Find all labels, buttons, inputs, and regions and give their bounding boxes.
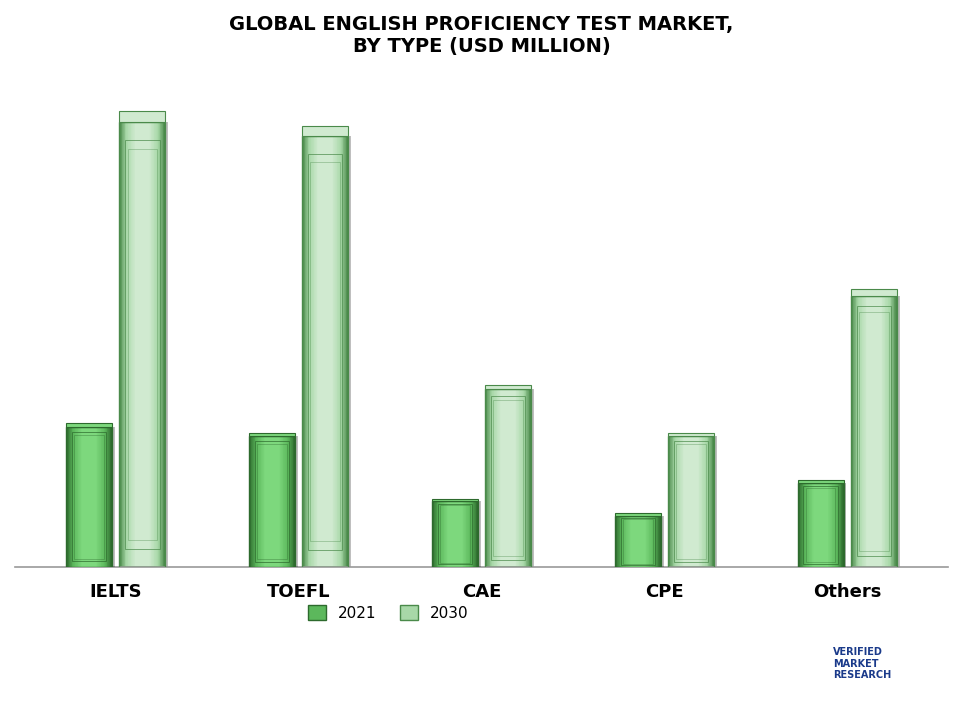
Bar <box>478 501 481 567</box>
Legend: 2021, 2030: 2021, 2030 <box>301 599 475 626</box>
Polygon shape <box>615 513 661 516</box>
Bar <box>165 122 168 567</box>
Polygon shape <box>668 432 714 436</box>
Bar <box>112 427 115 567</box>
Polygon shape <box>432 499 478 501</box>
Bar <box>295 436 298 567</box>
Polygon shape <box>798 480 844 483</box>
Polygon shape <box>851 289 897 296</box>
Polygon shape <box>119 111 165 122</box>
Bar <box>897 296 899 567</box>
Bar <box>348 136 351 567</box>
Polygon shape <box>302 125 348 136</box>
Bar <box>714 436 716 567</box>
Bar <box>531 389 534 567</box>
Polygon shape <box>249 432 295 436</box>
Bar <box>661 516 664 567</box>
Bar <box>844 483 846 567</box>
Polygon shape <box>66 423 112 427</box>
Polygon shape <box>485 384 531 389</box>
Title: GLOBAL ENGLISH PROFICIENCY TEST MARKET,
BY TYPE (USD MILLION): GLOBAL ENGLISH PROFICIENCY TEST MARKET, … <box>229 15 734 56</box>
Text: VERIFIED
MARKET
RESEARCH: VERIFIED MARKET RESEARCH <box>833 647 891 680</box>
